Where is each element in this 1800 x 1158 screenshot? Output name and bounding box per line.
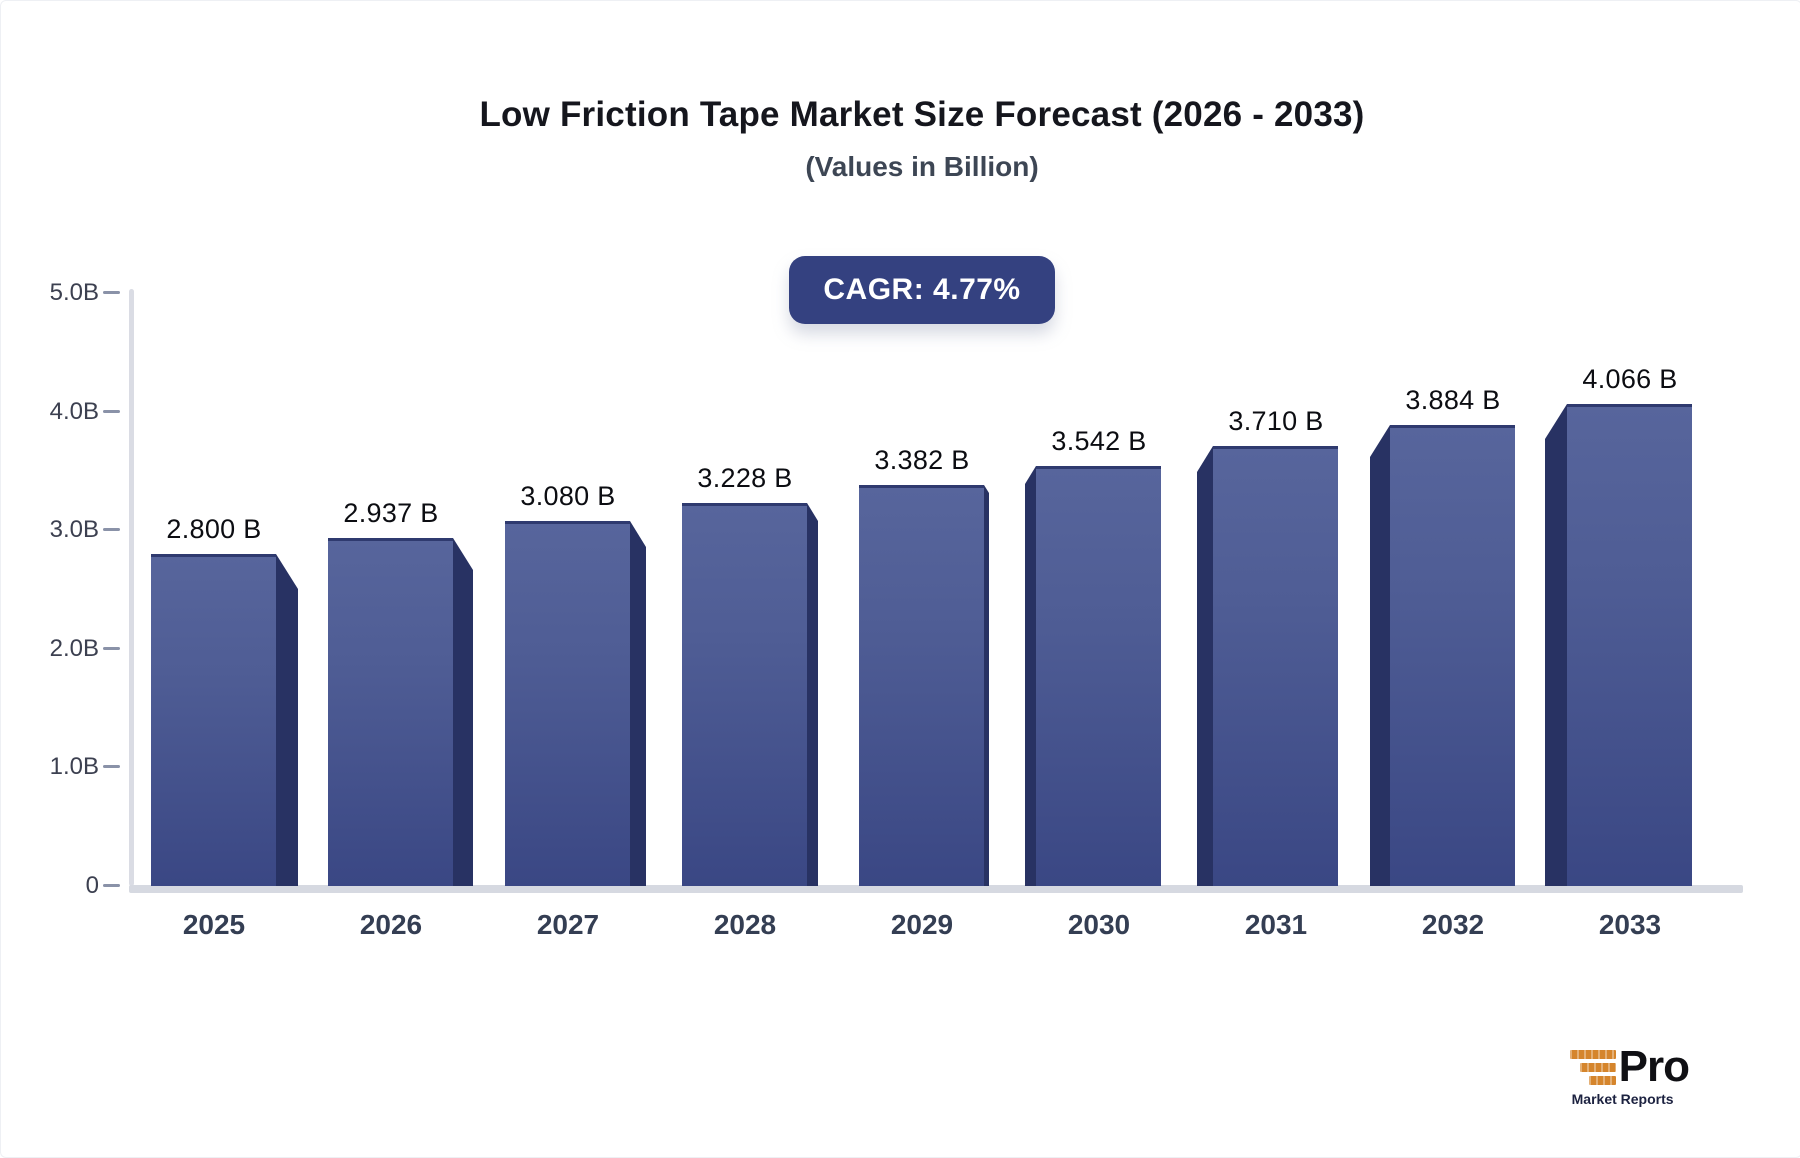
x-axis-label: 2030 [1067,909,1131,940]
x-axis-label: 2027 [536,909,600,940]
y-axis-label: 4.0B [49,397,99,425]
logo-bar-icon [1579,1062,1616,1072]
bar-front-face [1213,446,1338,886]
logo-tagline: Market Reports [1571,1091,1674,1107]
bar-front-face [505,521,630,886]
bar-side-face [1370,425,1390,886]
y-axis-label: 3.0B [49,516,99,544]
y-axis-label: 5.0B [49,279,99,306]
bar-2032 [1370,425,1515,886]
bar-side-face [1197,446,1213,886]
x-axis-label: 2031 [1244,909,1308,940]
x-axis-label: 2028 [713,909,777,940]
bar-2026 [328,538,473,886]
bar-2029 [859,485,989,886]
bar-side-face [1545,404,1567,886]
y-axis-tick [103,291,120,294]
bar-front-face [682,503,807,886]
cagr-badge-label: CAGR: 4.77% [823,273,1021,306]
logo-name: Pro [1618,1042,1690,1091]
bar-front-face [1390,425,1515,886]
bar-2025 [151,554,298,886]
y-axis-label: 1.0B [49,753,99,781]
y-axis-tick [103,646,120,650]
y-axis-tick [103,528,120,532]
x-axis-label: 2033 [1598,909,1662,940]
bar-front-face [859,485,984,886]
cagr-badge: CAGR: 4.77% [789,256,1055,324]
bar-value-label: 2.800 B [166,514,262,544]
y-axis-label: 0 [85,872,99,899]
x-axis-label: 2032 [1421,909,1485,940]
bar-2027 [505,521,646,886]
bar-2028 [682,503,818,886]
chart-subtitle: (Values in Billion) [805,151,1039,182]
logo-row: Pro [1569,1042,1690,1091]
x-axis-label: 2029 [890,909,954,940]
bar-front-face [151,554,276,886]
bar-side-face [276,554,298,886]
x-axis-label: 2026 [359,909,423,940]
bar-value-label: 4.066 B [1582,364,1678,394]
y-axis-line [129,289,134,886]
logo-bar-icon [1588,1075,1616,1085]
bar-front-face [1567,404,1692,886]
y-axis-label: 2.0B [49,634,99,662]
bar-value-label: 3.228 B [697,463,793,493]
logo-bar-icon [1569,1049,1616,1059]
bar-value-label: 3.884 B [1405,385,1501,415]
y-axis-tick [103,884,120,887]
x-axis-baseline [129,885,1743,893]
bar-value-label: 2.937 B [343,498,439,528]
y-axis-tick [103,765,120,769]
bar-value-label: 3.080 B [520,481,616,511]
bar-front-face [328,538,453,886]
logo: Pro Market Reports [1569,1042,1690,1107]
bar-2030 [1025,466,1161,886]
bar-2033 [1545,404,1692,886]
y-axis-tick [103,409,120,413]
bar-value-label: 3.710 B [1228,406,1324,436]
chart-title: Low Friction Tape Market Size Forecast (… [479,95,1365,134]
logo-bars-icon [1569,1048,1616,1087]
bar-side-face [807,503,818,886]
bar-value-label: 3.542 B [1051,426,1147,456]
bar-front-face [1036,466,1161,886]
bar-side-face [984,485,989,886]
bar-side-face [630,521,646,886]
bar-value-label: 3.382 B [874,445,970,475]
x-axis-label: 2025 [182,909,246,940]
bar-side-face [1025,466,1036,886]
bar-side-face [453,538,473,886]
bar-2031 [1197,446,1338,886]
